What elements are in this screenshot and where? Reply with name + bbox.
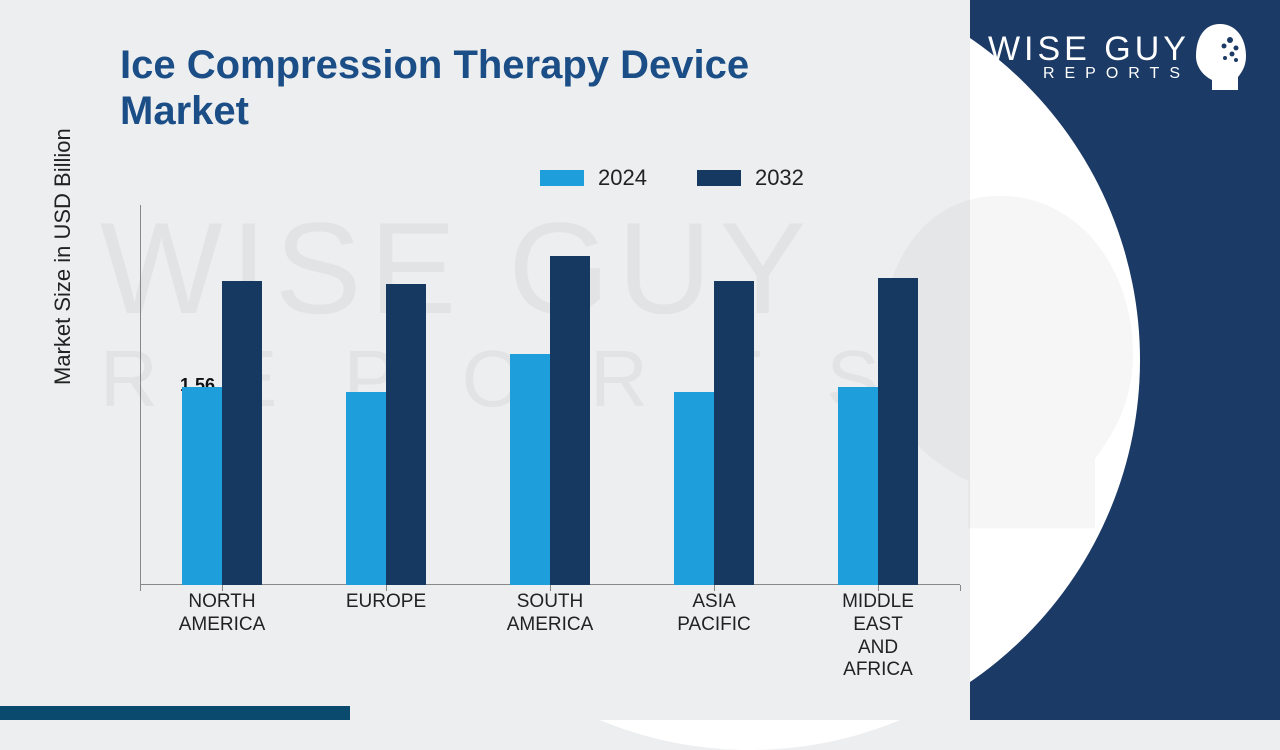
bar-2032 xyxy=(550,256,590,585)
bar-group xyxy=(495,256,605,585)
x-axis-label: SOUTHAMERICA xyxy=(480,591,620,682)
bar-group xyxy=(331,284,441,585)
logo-head-icon xyxy=(1190,22,1250,92)
bar-groups xyxy=(140,205,960,585)
legend-label-2032: 2032 xyxy=(755,165,804,191)
brand-panel xyxy=(970,0,1280,720)
brand-logo: WISE GUY REPORTS xyxy=(988,30,1250,83)
bar-2024 xyxy=(346,392,386,585)
bar-2032 xyxy=(714,281,754,585)
bar-2032 xyxy=(222,281,262,585)
x-axis-label: ASIAPACIFIC xyxy=(644,591,784,682)
bar-group xyxy=(167,281,277,585)
bar-chart: Market Size in USD Billion 2024 2032 1.5… xyxy=(60,165,960,685)
bar-2032 xyxy=(878,278,918,585)
x-axis-label: MIDDLEEASTANDAFRICA xyxy=(808,591,948,682)
bar-2024 xyxy=(674,392,714,585)
legend-item-2024: 2024 xyxy=(540,165,647,191)
legend: 2024 2032 xyxy=(540,165,804,191)
bar-group xyxy=(823,278,933,585)
legend-swatch-2032 xyxy=(697,170,741,186)
bar-2032 xyxy=(386,284,426,585)
bar-2024 xyxy=(510,354,550,585)
accent-bar xyxy=(0,706,350,720)
bar-group xyxy=(659,281,769,585)
x-tick xyxy=(960,585,961,591)
x-axis-labels: NORTHAMERICA EUROPE SOUTHAMERICA ASIAPACIFI… xyxy=(140,591,960,682)
bar-2024 xyxy=(838,387,878,585)
legend-label-2024: 2024 xyxy=(598,165,647,191)
x-axis-label: EUROPE xyxy=(316,591,456,682)
plot-area: 1.56 xyxy=(140,205,960,585)
bar-2024 xyxy=(182,387,222,585)
legend-swatch-2024 xyxy=(540,170,584,186)
logo-main-text: WISE GUY xyxy=(988,30,1190,69)
x-axis-label: NORTHAMERICA xyxy=(152,591,292,682)
y-axis-label: Market Size in USD Billion xyxy=(50,128,76,385)
legend-item-2032: 2032 xyxy=(697,165,804,191)
page-title: Ice Compression Therapy Device Market xyxy=(120,42,840,134)
